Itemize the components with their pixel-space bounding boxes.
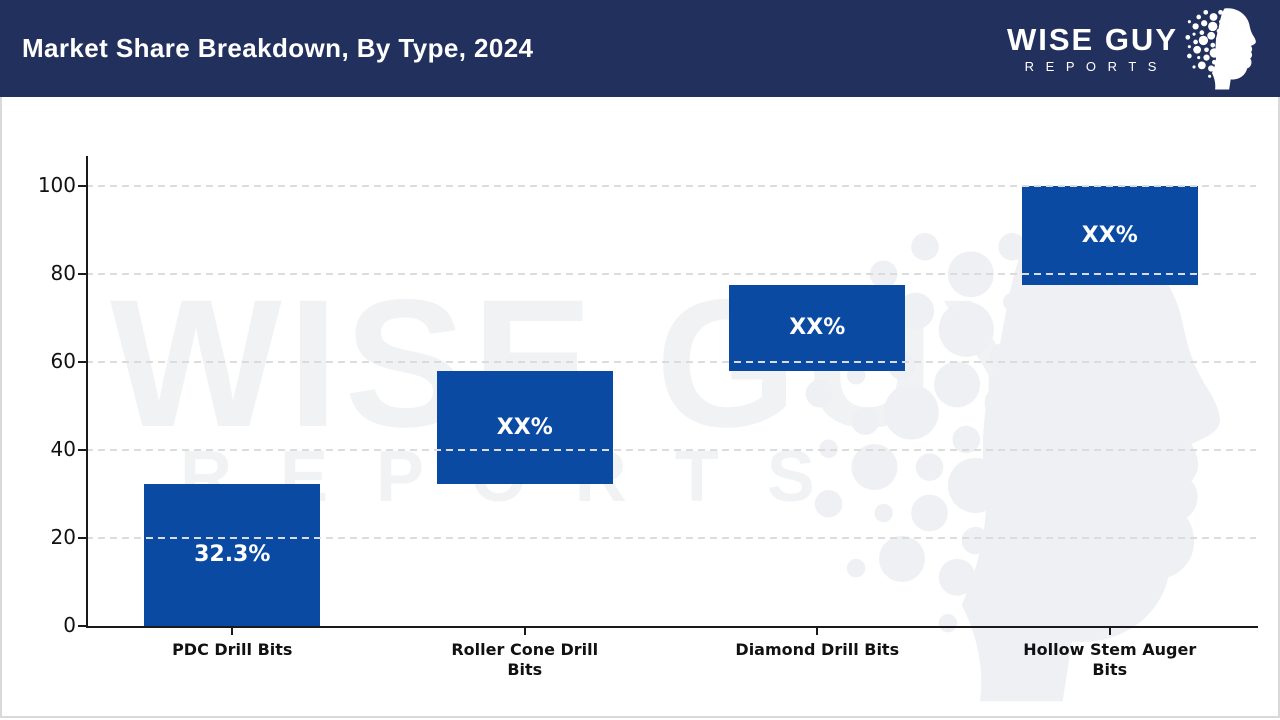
category-label-line: Diamond Drill Bits bbox=[735, 640, 900, 659]
bar-value-label-4: XX% bbox=[1081, 223, 1138, 248]
category-label-line: Bits bbox=[507, 660, 543, 679]
gridline-100 bbox=[86, 185, 1256, 187]
y-tick-mark-80 bbox=[78, 273, 86, 275]
gridline-60 bbox=[86, 361, 1256, 363]
wise-guy-logo: WISE GUY R E P O R T S bbox=[1007, 6, 1258, 92]
y-tick-label-40: 40 bbox=[50, 437, 76, 461]
left-border-line bbox=[0, 97, 2, 717]
bar-1: 32.3% bbox=[144, 483, 321, 626]
page-title: Market Share Breakdown, By Type, 2024 bbox=[22, 33, 534, 63]
category-label-1: PDC Drill Bits bbox=[102, 640, 362, 660]
bottom-border-line bbox=[0, 716, 1280, 718]
category-label-3: Diamond Drill Bits bbox=[687, 640, 947, 660]
head-profile-dots-icon bbox=[1185, 7, 1256, 90]
bar-3: XX% bbox=[729, 285, 906, 371]
x-tick-mark-4 bbox=[1108, 628, 1111, 635]
category-label-2: Roller Cone Drill Bits bbox=[395, 640, 655, 680]
gridline-40 bbox=[86, 449, 1256, 451]
bar-value-label-1: 32.3% bbox=[194, 542, 271, 568]
category-label-4: Hollow Stem Auger Bits bbox=[980, 640, 1240, 680]
logo-subtext: R E P O R T S bbox=[1024, 58, 1161, 74]
y-tick-mark-0 bbox=[78, 625, 86, 627]
category-label-line: Roller Cone Drill bbox=[451, 640, 599, 659]
gridline-80 bbox=[86, 273, 1256, 275]
category-label-line: PDC Drill Bits bbox=[172, 640, 293, 659]
y-axis-line bbox=[86, 156, 88, 628]
category-label-line: Bits bbox=[1092, 660, 1128, 679]
x-tick-mark-1 bbox=[231, 628, 234, 635]
y-tick-label-0: 0 bbox=[63, 613, 76, 637]
y-tick-label-60: 60 bbox=[50, 349, 76, 373]
y-tick-label-80: 80 bbox=[50, 261, 76, 285]
bar-4: XX% bbox=[1021, 186, 1198, 285]
right-border-line bbox=[1278, 97, 1280, 717]
bar-value-label-3: XX% bbox=[789, 315, 846, 341]
y-tick-label-100: 100 bbox=[37, 173, 76, 197]
y-tick-mark-40 bbox=[78, 449, 86, 451]
y-tick-mark-20 bbox=[78, 537, 86, 539]
gridline-20 bbox=[86, 537, 1256, 539]
logo-wordmark: WISE GUY bbox=[1006, 21, 1178, 57]
category-label-line: Hollow Stem Auger bbox=[1023, 640, 1197, 659]
logo-wordmark-group: WISE GUY R E P O R T S bbox=[1007, 24, 1178, 74]
bar-value-label-2: XX% bbox=[496, 414, 553, 440]
x-tick-mark-2 bbox=[523, 628, 526, 635]
y-tick-mark-100 bbox=[78, 185, 86, 187]
bar-2: XX% bbox=[436, 370, 613, 484]
y-tick-mark-60 bbox=[78, 361, 86, 363]
header-bar: Market Share Breakdown, By Type, 2024 WI… bbox=[0, 0, 1280, 97]
y-tick-label-20: 20 bbox=[50, 525, 76, 549]
x-axis-line bbox=[86, 626, 1258, 628]
x-tick-mark-3 bbox=[816, 628, 819, 635]
